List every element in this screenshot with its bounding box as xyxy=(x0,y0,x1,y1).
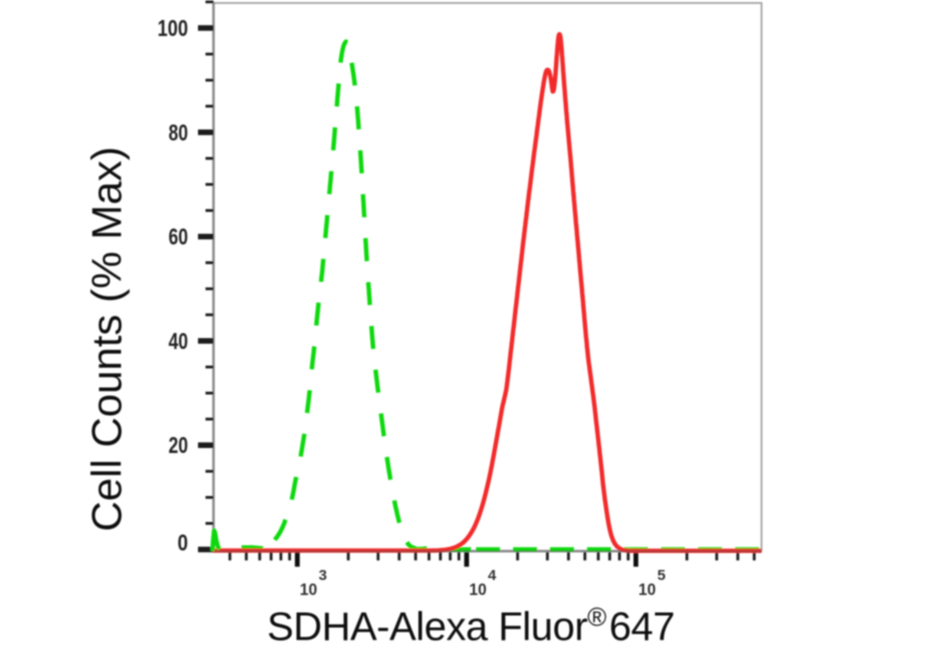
svg-text:10: 10 xyxy=(469,580,487,599)
svg-text:100: 100 xyxy=(158,15,189,41)
svg-text:40: 40 xyxy=(169,328,189,354)
svg-text:4: 4 xyxy=(488,567,497,584)
svg-text:SDHA-Alexa Fluor®647: SDHA-Alexa Fluor®647 xyxy=(267,602,675,649)
svg-text:10: 10 xyxy=(300,580,318,599)
svg-text:Cell Counts (% Max): Cell Counts (% Max) xyxy=(83,146,130,531)
svg-text:60: 60 xyxy=(169,224,189,250)
svg-text:3: 3 xyxy=(319,567,327,584)
svg-text:10: 10 xyxy=(638,580,656,599)
svg-text:5: 5 xyxy=(657,567,665,584)
svg-text:80: 80 xyxy=(169,119,189,145)
svg-text:20: 20 xyxy=(169,432,189,458)
svg-text:0: 0 xyxy=(178,530,189,556)
